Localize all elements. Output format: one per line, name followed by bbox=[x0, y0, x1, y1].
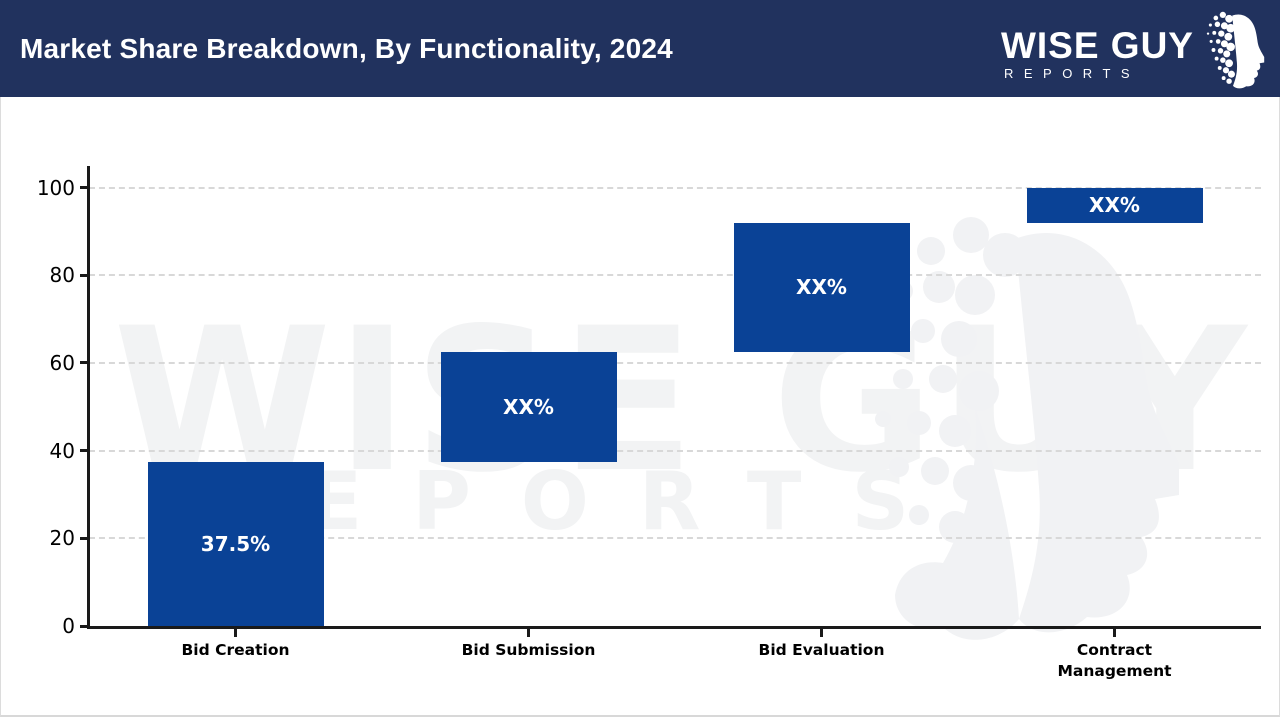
brand-subtitle: REPORTS bbox=[1003, 65, 1141, 81]
dotted-head-logo-icon bbox=[1206, 11, 1265, 89]
plot-area: 0 20 40 60 80 100 37.5% Bid Creation XX% Bid Subm… bbox=[1, 97, 1279, 715]
y-gridline-40 bbox=[89, 449, 1261, 452]
y-gridline-100 bbox=[89, 186, 1261, 189]
x-tick-bid-creation bbox=[234, 628, 237, 637]
bar-segment-bid-evaluation: XX% bbox=[733, 222, 910, 352]
y-tick-40 bbox=[80, 449, 89, 453]
header-bar: Market Share Breakdown, By Functionality… bbox=[0, 0, 1280, 97]
bar-segment-bid-creation: 37.5% bbox=[147, 461, 324, 626]
y-tick-20 bbox=[80, 536, 89, 540]
x-tick-bid-evaluation bbox=[820, 628, 823, 637]
bar-value-label-bid-evaluation: XX% bbox=[796, 275, 847, 300]
bar-value-label-bid-submission: XX% bbox=[503, 394, 554, 419]
x-tick-contract-management bbox=[1113, 628, 1116, 637]
y-tick-label-100: 100 bbox=[36, 175, 75, 200]
page-title: Market Share Breakdown, By Functionality… bbox=[20, 32, 673, 64]
bar-value-label-contract-management: XX% bbox=[1089, 193, 1140, 218]
chart-canvas: WISE GUY REPORTS 0 20 40 60 80 100 37.5% Bid Cr… bbox=[0, 97, 1280, 717]
y-gridline-20 bbox=[89, 537, 1261, 540]
y-tick-0 bbox=[80, 624, 89, 628]
y-tick-60 bbox=[80, 361, 89, 365]
y-gridline-60 bbox=[89, 361, 1261, 364]
x-tick-label-bid-creation: Bid Creation bbox=[181, 641, 290, 659]
bar-value-label-bid-creation: 37.5% bbox=[200, 531, 271, 556]
x-tick-bid-submission bbox=[527, 628, 530, 637]
brand-logo-text: WISE GUY REPORTS bbox=[1000, 24, 1194, 81]
bar-segment-contract-management: XX% bbox=[1026, 187, 1203, 223]
y-tick-100 bbox=[80, 186, 89, 189]
y-tick-80 bbox=[80, 273, 89, 277]
y-tick-label-80: 80 bbox=[49, 263, 75, 288]
x-tick-label-bid-evaluation: Bid Evaluation bbox=[758, 641, 885, 659]
y-gridline-80 bbox=[89, 274, 1261, 277]
x-axis-line bbox=[87, 626, 1261, 629]
y-tick-label-40: 40 bbox=[49, 438, 75, 463]
y-tick-label-20: 20 bbox=[49, 526, 75, 551]
y-tick-label-0: 0 bbox=[62, 614, 75, 638]
y-axis-line bbox=[87, 165, 90, 628]
bar-segment-bid-submission: XX% bbox=[440, 351, 617, 462]
y-tick-label-60: 60 bbox=[49, 350, 75, 375]
brand-name: WISE GUY bbox=[1000, 24, 1194, 66]
x-tick-label-contract-management: Contract Management bbox=[1057, 641, 1172, 680]
brand-logo: WISE GUY REPORTS bbox=[1001, 10, 1266, 90]
x-tick-label-bid-submission: Bid Submission bbox=[461, 641, 596, 659]
